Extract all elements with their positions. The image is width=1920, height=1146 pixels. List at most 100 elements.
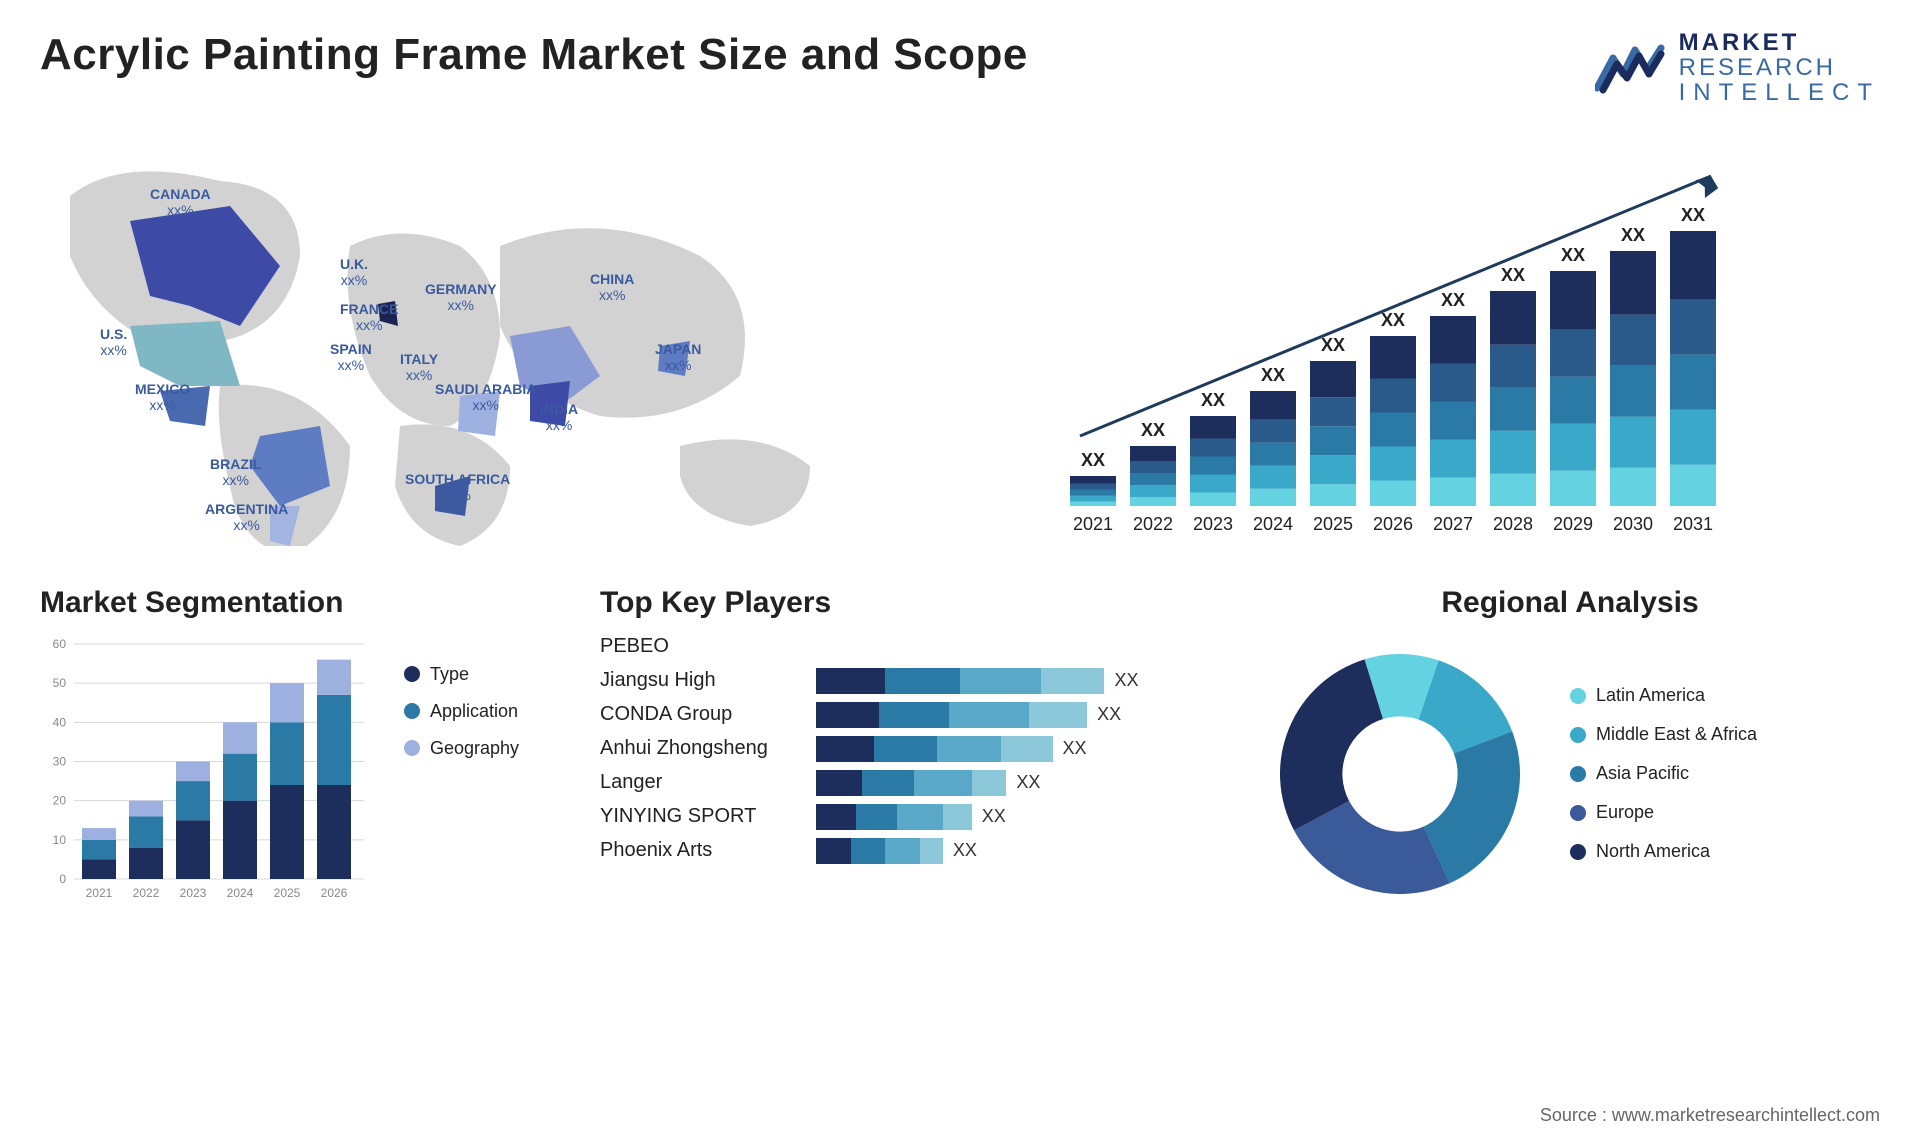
- player-value: XX: [1114, 670, 1138, 691]
- svg-text:XX: XX: [1261, 365, 1285, 385]
- logo-icon: [1595, 40, 1665, 96]
- svg-text:2026: 2026: [321, 886, 348, 900]
- map-label-italy: ITALYxx%: [400, 351, 438, 385]
- player-name: Phoenix Arts: [600, 839, 800, 862]
- regional-title: Regional Analysis: [1260, 586, 1880, 620]
- svg-text:2022: 2022: [1133, 514, 1173, 534]
- svg-text:2029: 2029: [1553, 514, 1593, 534]
- map-label-u-s-: U.S.xx%: [100, 326, 127, 360]
- player-value: XX: [953, 840, 977, 861]
- player-bar: XX: [816, 838, 1220, 864]
- player-bar: XX: [816, 770, 1220, 796]
- regional-legend: Latin America Middle East & Africa Asia Pa…: [1570, 685, 1757, 862]
- player-bar: XX: [816, 736, 1220, 762]
- svg-text:XX: XX: [1441, 290, 1465, 310]
- brand-logo: MARKET RESEARCH INTELLECT: [1595, 30, 1880, 106]
- svg-text:2026: 2026: [1373, 514, 1413, 534]
- segmentation-title: Market Segmentation: [40, 586, 560, 620]
- key-players-title: Top Key Players: [600, 586, 1220, 620]
- region-legend-europe: Europe: [1570, 802, 1757, 823]
- svg-text:2022: 2022: [133, 886, 160, 900]
- svg-text:XX: XX: [1561, 245, 1585, 265]
- regional-donut: [1260, 634, 1540, 914]
- logo-text-1: MARKET: [1679, 30, 1880, 55]
- svg-text:60: 60: [53, 637, 67, 651]
- map-label-mexico: MEXICOxx%: [135, 381, 190, 415]
- player-value: XX: [1016, 772, 1040, 793]
- svg-text:XX: XX: [1501, 265, 1525, 285]
- player-name: PEBEO: [600, 635, 800, 658]
- map-label-south-africa: SOUTH AFRICAxx%: [405, 471, 510, 505]
- player-bar: XX: [816, 804, 1220, 830]
- svg-text:2025: 2025: [1313, 514, 1353, 534]
- player-row-yinying-sport: YINYING SPORT XX: [600, 804, 1220, 830]
- svg-text:2031: 2031: [1673, 514, 1713, 534]
- seg-legend-application: Application: [404, 701, 519, 722]
- svg-text:2027: 2027: [1433, 514, 1473, 534]
- map-label-france: FRANCExx%: [340, 301, 398, 335]
- svg-text:2028: 2028: [1493, 514, 1533, 534]
- svg-text:2024: 2024: [1253, 514, 1293, 534]
- player-bar: [816, 634, 1220, 660]
- svg-text:0: 0: [59, 872, 66, 886]
- map-label-brazil: BRAZILxx%: [210, 456, 261, 490]
- svg-text:2021: 2021: [1073, 514, 1113, 534]
- svg-text:2030: 2030: [1613, 514, 1653, 534]
- region-legend-asia-pacific: Asia Pacific: [1570, 763, 1757, 784]
- svg-text:10: 10: [53, 832, 67, 846]
- player-row-phoenix-arts: Phoenix Arts XX: [600, 838, 1220, 864]
- region-legend-middle-east-africa: Middle East & Africa: [1570, 724, 1757, 745]
- region-legend-latin-america: Latin America: [1570, 685, 1757, 706]
- map-label-saudi-arabia: SAUDI ARABIAxx%: [435, 381, 536, 415]
- player-name: YINYING SPORT: [600, 805, 800, 828]
- player-row-anhui-zhongsheng: Anhui Zhongsheng XX: [600, 736, 1220, 762]
- svg-text:30: 30: [53, 754, 67, 768]
- seg-legend-type: Type: [404, 664, 519, 685]
- map-label-india: INDIAxx%: [540, 401, 578, 435]
- segmentation-legend: TypeApplicationGeography: [404, 664, 519, 904]
- player-name: CONDA Group: [600, 703, 800, 726]
- logo-text-3: INTELLECT: [1679, 80, 1880, 105]
- source-credit: Source : www.marketresearchintellect.com: [1540, 1105, 1880, 1126]
- region-legend-north-america: North America: [1570, 841, 1757, 862]
- world-map: CANADAxx% U.S.xx% MEXICOxx% BRAZILxx% ARGENT…: [40, 126, 940, 546]
- svg-text:XX: XX: [1141, 420, 1165, 440]
- map-label-u-k-: U.K.xx%: [340, 256, 368, 290]
- svg-text:40: 40: [53, 715, 67, 729]
- player-value: XX: [1063, 738, 1087, 759]
- svg-text:XX: XX: [1621, 225, 1645, 245]
- player-row-jiangsu-high: Jiangsu High XX: [600, 668, 1220, 694]
- player-row-pebeo: PEBEO: [600, 634, 1220, 660]
- player-bar: XX: [816, 702, 1220, 728]
- player-name: Langer: [600, 771, 800, 794]
- player-name: Jiangsu High: [600, 669, 800, 692]
- map-label-japan: JAPANxx%: [655, 341, 701, 375]
- player-row-langer: Langer XX: [600, 770, 1220, 796]
- map-label-germany: GERMANYxx%: [425, 281, 497, 315]
- map-label-spain: SPAINxx%: [330, 341, 372, 375]
- svg-text:XX: XX: [1321, 335, 1345, 355]
- growth-chart: XX 2021 XX 2022 XX 2023 XX 2024 XX 2025 XX 2026 XX 20…: [980, 126, 1880, 546]
- svg-text:XX: XX: [1381, 310, 1405, 330]
- svg-text:50: 50: [53, 676, 67, 690]
- svg-text:2023: 2023: [180, 886, 207, 900]
- map-label-argentina: ARGENTINAxx%: [205, 501, 288, 535]
- svg-text:2025: 2025: [274, 886, 301, 900]
- player-value: XX: [982, 806, 1006, 827]
- svg-text:2024: 2024: [227, 886, 254, 900]
- page-title: Acrylic Painting Frame Market Size and S…: [40, 30, 1028, 80]
- svg-text:20: 20: [53, 793, 67, 807]
- svg-text:2021: 2021: [86, 886, 113, 900]
- player-value: XX: [1097, 704, 1121, 725]
- svg-text:XX: XX: [1081, 450, 1105, 470]
- player-name: Anhui Zhongsheng: [600, 737, 800, 760]
- segmentation-chart: 0 10 20 30 40 50 60 2021 2022 2023 2024 2025 2026: [40, 634, 380, 904]
- map-label-canada: CANADAxx%: [150, 186, 211, 220]
- key-players-list: PEBEOJiangsu HighXXCONDA GroupXXAnhui Zh…: [600, 634, 1220, 864]
- map-label-china: CHINAxx%: [590, 271, 634, 305]
- svg-text:XX: XX: [1201, 390, 1225, 410]
- svg-text:XX: XX: [1681, 205, 1705, 225]
- svg-text:2023: 2023: [1193, 514, 1233, 534]
- player-bar: XX: [816, 668, 1220, 694]
- logo-text-2: RESEARCH: [1679, 55, 1880, 80]
